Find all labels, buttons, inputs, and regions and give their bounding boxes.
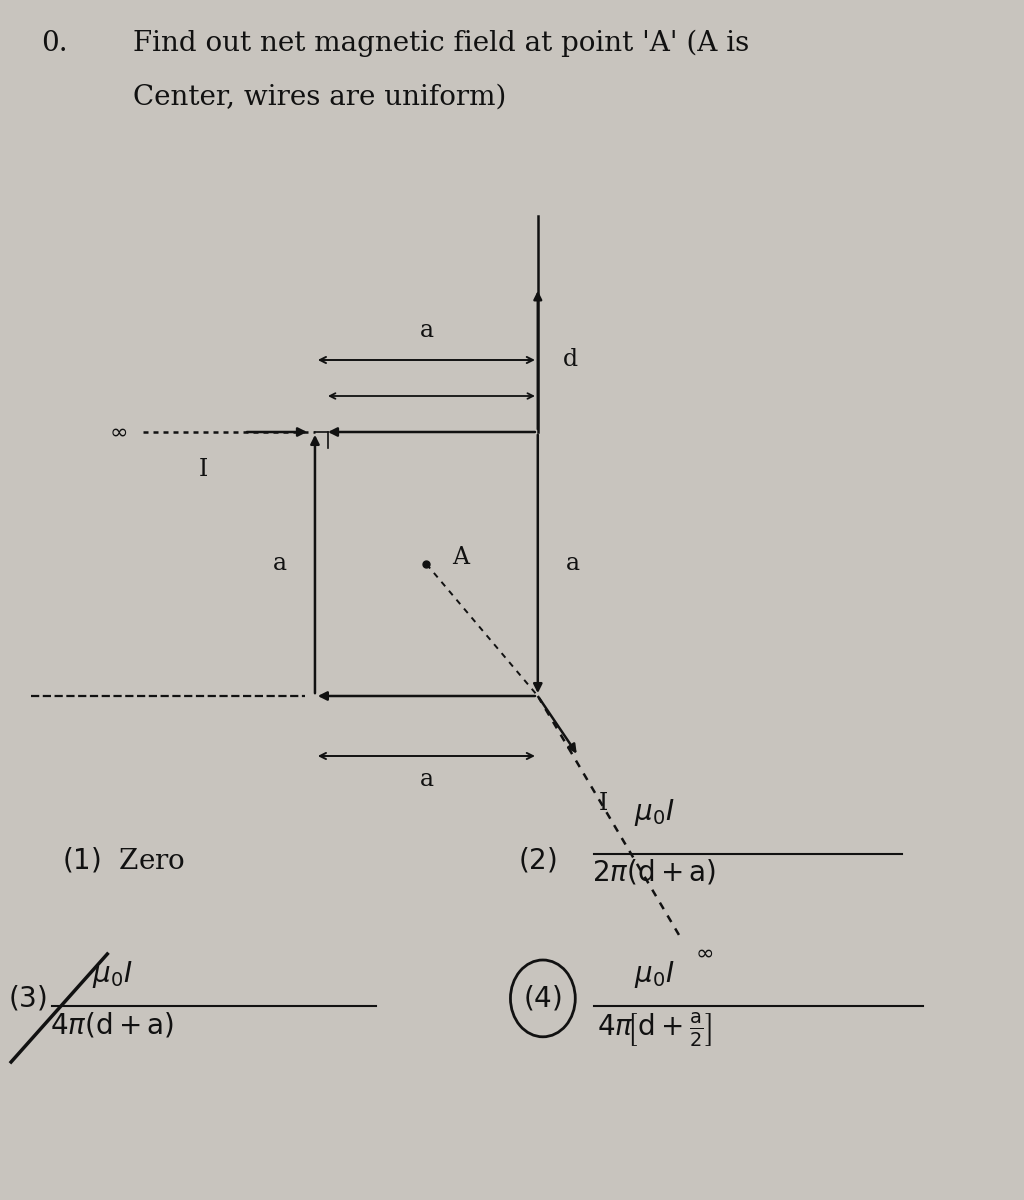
Text: A: A (452, 546, 469, 570)
Text: $2\pi(\mathrm{d}+\mathrm{a})$: $2\pi(\mathrm{d}+\mathrm{a})$ (592, 858, 717, 887)
Text: $(2)$: $(2)$ (517, 846, 556, 875)
Text: $\mu_0 I$: $\mu_0 I$ (634, 797, 675, 828)
Text: $(1)$  Zero: $(1)$ Zero (61, 846, 185, 875)
Text: a: a (420, 319, 433, 342)
Text: I: I (199, 458, 208, 481)
Text: $\mu_0 I$: $\mu_0 I$ (92, 959, 133, 990)
Text: $\infty$: $\infty$ (695, 942, 713, 964)
Text: $\infty$: $\infty$ (110, 421, 128, 443)
Text: $(3)$: $(3)$ (7, 984, 46, 1013)
Text: d: d (563, 348, 579, 372)
Text: 0.: 0. (41, 30, 68, 56)
Text: a: a (420, 768, 433, 791)
Text: $(4)$: $(4)$ (523, 984, 562, 1013)
Text: a: a (272, 552, 287, 576)
Text: $4\pi(\mathrm{d}+\mathrm{a})$: $4\pi(\mathrm{d}+\mathrm{a})$ (50, 1010, 174, 1039)
Text: $4\pi\!\left[\mathrm{d}+\frac{\mathrm{a}}{2}\right]$: $4\pi\!\left[\mathrm{d}+\frac{\mathrm{a}… (597, 1010, 712, 1049)
Text: I: I (599, 792, 608, 816)
Text: Find out net magnetic field at point 'A' (A is: Find out net magnetic field at point 'A'… (133, 30, 749, 58)
Text: Center, wires are uniform): Center, wires are uniform) (133, 84, 506, 110)
Text: $\mu_0 I$: $\mu_0 I$ (634, 959, 675, 990)
Text: a: a (566, 552, 581, 576)
